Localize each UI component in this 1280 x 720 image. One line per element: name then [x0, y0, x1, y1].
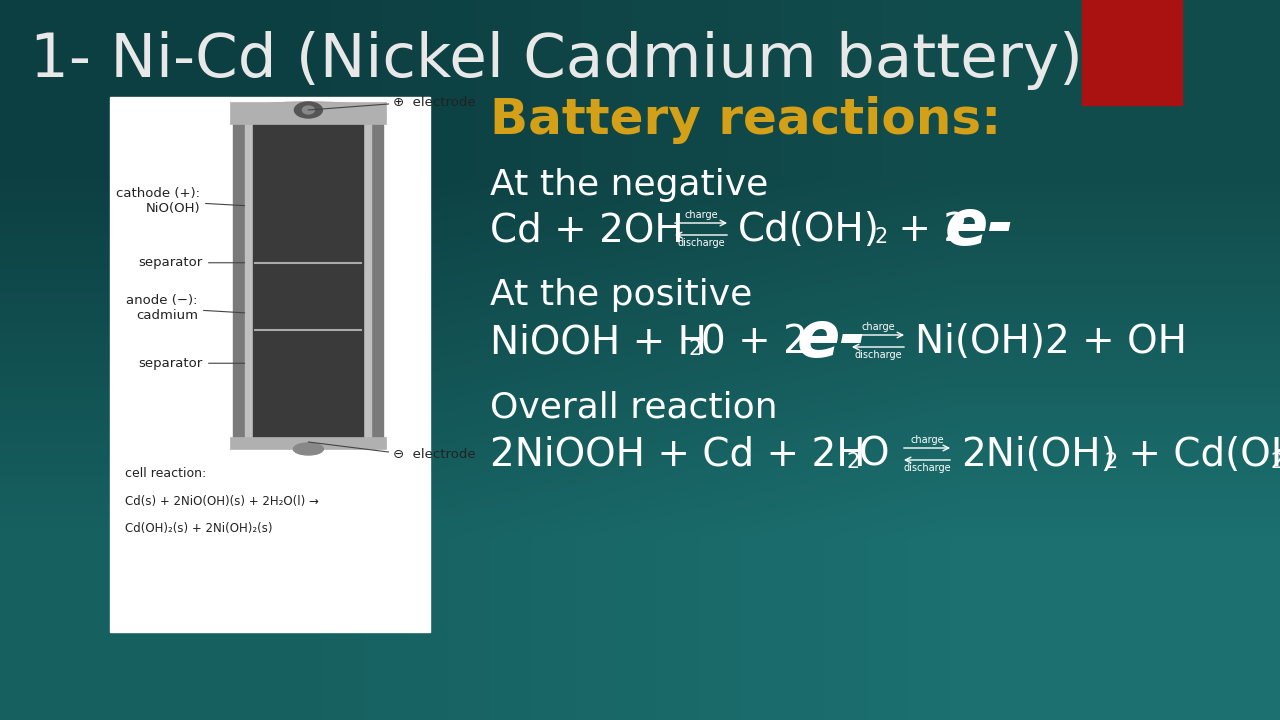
Text: Cd(s) + 2NiO(OH)(s) + 2H₂O(l) →: Cd(s) + 2NiO(OH)(s) + 2H₂O(l) →: [125, 495, 319, 508]
Text: At the negative: At the negative: [490, 168, 768, 202]
Text: charge: charge: [861, 322, 895, 332]
Text: 2: 2: [689, 339, 703, 359]
Text: + 2: + 2: [886, 211, 968, 249]
Bar: [230, 102, 387, 124]
Ellipse shape: [233, 102, 384, 122]
Ellipse shape: [302, 106, 315, 114]
Text: 0 + 2: 0 + 2: [701, 323, 808, 361]
Text: Overall reaction: Overall reaction: [490, 391, 778, 425]
Text: charge: charge: [685, 210, 718, 220]
Text: discharge: discharge: [854, 350, 902, 360]
Text: 2NiOOH + Cd + 2H: 2NiOOH + Cd + 2H: [490, 436, 865, 474]
Ellipse shape: [294, 102, 323, 118]
Text: 2: 2: [874, 227, 887, 247]
Text: ⊕  electrode: ⊕ electrode: [393, 96, 476, 109]
Text: e-: e-: [945, 196, 1015, 258]
Text: Battery reactions:: Battery reactions:: [490, 96, 1001, 144]
Text: cathode (+):
NiO(OH): cathode (+): NiO(OH): [116, 186, 244, 215]
Bar: [110, 97, 430, 632]
Text: O: O: [859, 436, 890, 474]
Text: charge: charge: [910, 435, 943, 445]
Text: Cd(OH): Cd(OH): [739, 211, 879, 249]
Text: 2: 2: [1271, 452, 1280, 472]
Bar: [233, 112, 384, 447]
Ellipse shape: [293, 443, 324, 455]
Text: 2: 2: [1103, 452, 1117, 472]
Text: Cd + 2OH: Cd + 2OH: [490, 211, 684, 249]
Text: ⊖  electrode: ⊖ electrode: [393, 449, 476, 462]
Text: separator: separator: [138, 256, 244, 269]
Text: NiOOH + H: NiOOH + H: [490, 323, 707, 361]
Text: Cd(OH)₂(s) + 2Ni(OH)₂(s): Cd(OH)₂(s) + 2Ni(OH)₂(s): [125, 522, 273, 535]
Text: anode (−):
cadmium: anode (−): cadmium: [127, 294, 244, 322]
Text: discharge: discharge: [904, 463, 951, 473]
Text: At the positive: At the positive: [490, 278, 753, 312]
Text: e-: e-: [797, 308, 867, 370]
Bar: [230, 437, 387, 449]
Text: 2: 2: [847, 452, 860, 472]
Text: 2Ni(OH): 2Ni(OH): [961, 436, 1116, 474]
Text: + Cd(OH): + Cd(OH): [1116, 436, 1280, 474]
Text: cell reaction:: cell reaction:: [125, 467, 206, 480]
Text: Ni(OH)2 + OH: Ni(OH)2 + OH: [915, 323, 1187, 361]
Text: separator: separator: [138, 356, 244, 370]
Bar: [1082, 0, 1181, 105]
Text: 1- Ni-Cd (Nickel Cadmium battery): 1- Ni-Cd (Nickel Cadmium battery): [29, 30, 1083, 89]
Bar: [246, 112, 371, 442]
Text: discharge: discharge: [677, 238, 724, 248]
Bar: [253, 116, 364, 439]
